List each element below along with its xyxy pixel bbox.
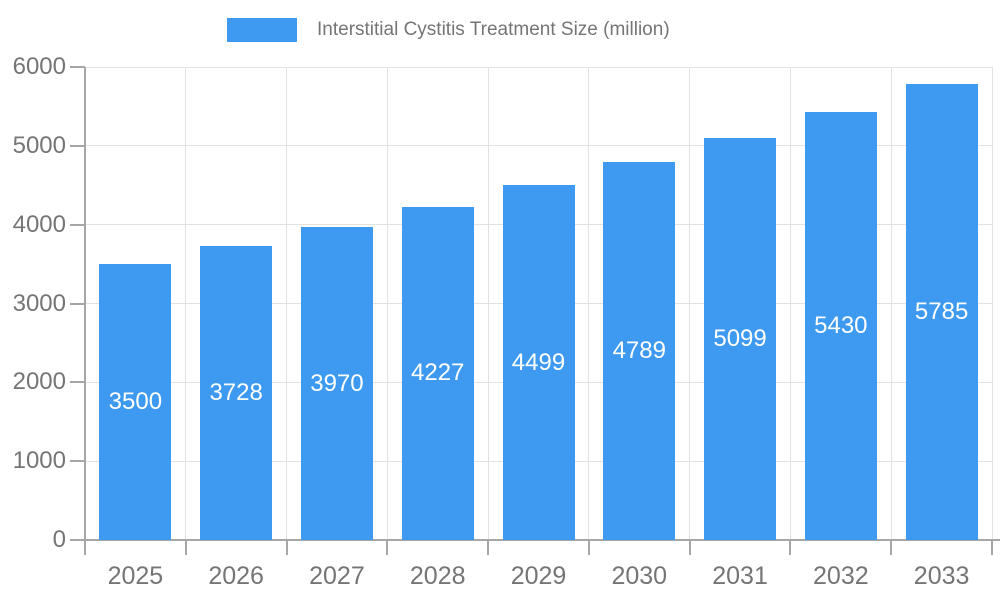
bar-value-label: 5430	[814, 311, 868, 339]
gridline-horizontal	[85, 145, 992, 147]
bar-value-label: 4227	[411, 359, 465, 387]
bar-2031[interactable]	[704, 138, 777, 540]
x-axis-tick	[991, 540, 993, 555]
legend-swatch	[227, 18, 297, 42]
bar-value-label: 3970	[310, 369, 364, 397]
y-axis-line	[84, 67, 86, 541]
y-axis-tick	[70, 66, 85, 68]
legend[interactable]: Interstitial Cystitis Treatment Size (mi…	[227, 18, 670, 42]
gridline-vertical	[185, 67, 187, 540]
gridline-horizontal	[85, 66, 992, 68]
x-axis-line	[84, 539, 1000, 541]
bar-2029[interactable]	[502, 185, 575, 540]
x-axis-label: 2028	[409, 562, 466, 590]
gridline-vertical	[487, 67, 489, 540]
bar-2026[interactable]	[200, 246, 273, 540]
y-axis-tick	[70, 381, 85, 384]
bar-2025[interactable]	[99, 264, 172, 540]
x-axis-label: 2029	[510, 562, 567, 590]
y-axis-label: 1000	[12, 447, 66, 475]
gridline-vertical	[890, 67, 892, 540]
gridline-vertical	[991, 67, 993, 540]
bar-value-label: 4499	[511, 348, 566, 376]
x-axis-label: 2025	[107, 562, 164, 590]
bar-value-label: 4789	[612, 337, 666, 365]
x-axis-tick	[487, 540, 490, 555]
gridline-vertical	[689, 67, 691, 540]
x-axis-label: 2033	[913, 562, 970, 590]
bar-2027[interactable]	[300, 227, 373, 540]
y-axis-tick	[70, 144, 85, 147]
x-axis-tick	[587, 540, 590, 555]
gridline-vertical	[286, 67, 288, 540]
bar-value-label: 5099	[713, 325, 767, 352]
bar-2030[interactable]	[603, 162, 676, 540]
x-axis-label: 2032	[813, 562, 869, 590]
gridline-vertical	[386, 67, 388, 540]
gridline-vertical	[588, 67, 590, 540]
x-axis-label: 2031	[712, 562, 768, 590]
bar-value-label: 5785	[914, 297, 969, 325]
y-axis-label: 0	[52, 526, 66, 553]
bar-value-label: 3500	[108, 388, 163, 416]
bar-value-label: 3728	[209, 379, 263, 407]
x-axis-tick	[789, 540, 792, 555]
y-axis-label: 5000	[12, 131, 66, 159]
x-axis-tick	[688, 540, 691, 555]
y-axis-tick	[70, 460, 85, 463]
x-axis-label: 2027	[309, 562, 365, 590]
x-axis-tick	[184, 540, 187, 555]
y-axis-label: 2000	[12, 368, 66, 396]
y-axis-label: 3000	[12, 289, 66, 317]
y-axis-label: 4000	[12, 210, 66, 238]
x-axis-tick	[84, 540, 86, 555]
x-axis-label: 2026	[208, 562, 264, 590]
bar-2033[interactable]	[905, 83, 978, 540]
legend-label: Interstitial Cystitis Treatment Size (mi…	[317, 19, 670, 40]
x-axis-tick	[890, 540, 893, 555]
y-axis-tick	[70, 539, 85, 541]
bar-2028[interactable]	[401, 206, 474, 540]
x-axis-tick	[285, 540, 288, 555]
y-axis-tick	[70, 302, 85, 305]
gridline-vertical	[789, 67, 791, 540]
y-axis-label: 6000	[12, 53, 66, 80]
x-axis-tick	[386, 540, 389, 555]
bar-2032[interactable]	[804, 111, 877, 540]
y-axis-tick	[70, 223, 85, 226]
x-axis-label: 2030	[611, 562, 668, 590]
